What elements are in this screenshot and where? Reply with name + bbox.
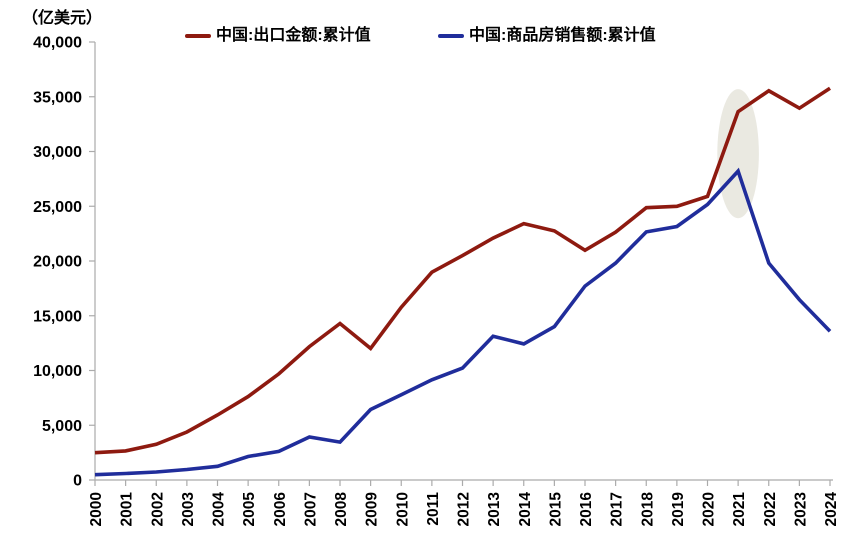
legend-label-exports: 中国:出口金额:累计值 [216,27,371,44]
x-tick-label: 2007 [302,492,319,526]
y-tick-label: 30,000 [33,144,82,161]
x-tick-label: 2011 [425,492,442,526]
x-tick-label: 2021 [731,492,748,527]
x-tick-label: 2022 [762,492,779,526]
legend-item-housing-sales: 中国:商品房销售额:累计值 [438,26,656,46]
x-tick-label: 2015 [547,492,564,527]
x-tick-label: 2002 [149,492,166,526]
y-tick-label: 25,000 [33,199,82,216]
x-tick-label: 2014 [517,492,534,527]
x-tick-label: 2004 [211,492,228,527]
x-tick-label: 2019 [670,492,687,527]
x-tick-label: 2003 [180,492,197,527]
x-tick-label: 2000 [88,492,105,526]
legend-label-housing-sales: 中国:商品房销售额:累计值 [469,27,656,44]
x-tick-label: 2010 [394,492,411,526]
x-tick-label: 2012 [456,492,473,526]
highlight-ellipse-2021 [717,89,759,219]
legend-swatch-exports-icon [185,34,211,38]
y-tick-label: 0 [73,473,82,490]
y-tick-label: 35,000 [33,89,82,106]
x-tick-label: 2017 [609,492,626,526]
x-tick-label: 2018 [639,492,656,527]
y-tick-label: 10,000 [33,363,82,380]
x-tick-label: 2024 [823,492,840,527]
x-tick-label: 2008 [333,492,350,527]
x-tick-label: 2016 [578,492,595,527]
housing-sales-line [94,167,832,477]
y-axis-unit-label: （亿美元） [22,10,103,27]
y-tick-label: 15,000 [33,308,82,325]
y-tick-label: 40,000 [33,35,82,52]
legend-item-exports: 中国:出口金额:累计值 [185,26,371,46]
y-tick-label: 20,000 [33,254,82,271]
x-tick-label: 2009 [364,492,381,527]
x-tick-label: 2013 [486,492,503,527]
exports-line [94,86,831,455]
x-tick-label: 2020 [701,492,718,526]
x-tick-label: 2005 [241,492,258,527]
x-tick-label: 2023 [792,492,809,527]
y-tick-label: 5,000 [42,418,82,435]
x-tick-label: 2006 [272,492,289,527]
x-tick-label: 2001 [119,492,136,527]
legend-swatch-housing-sales-icon [438,34,464,38]
